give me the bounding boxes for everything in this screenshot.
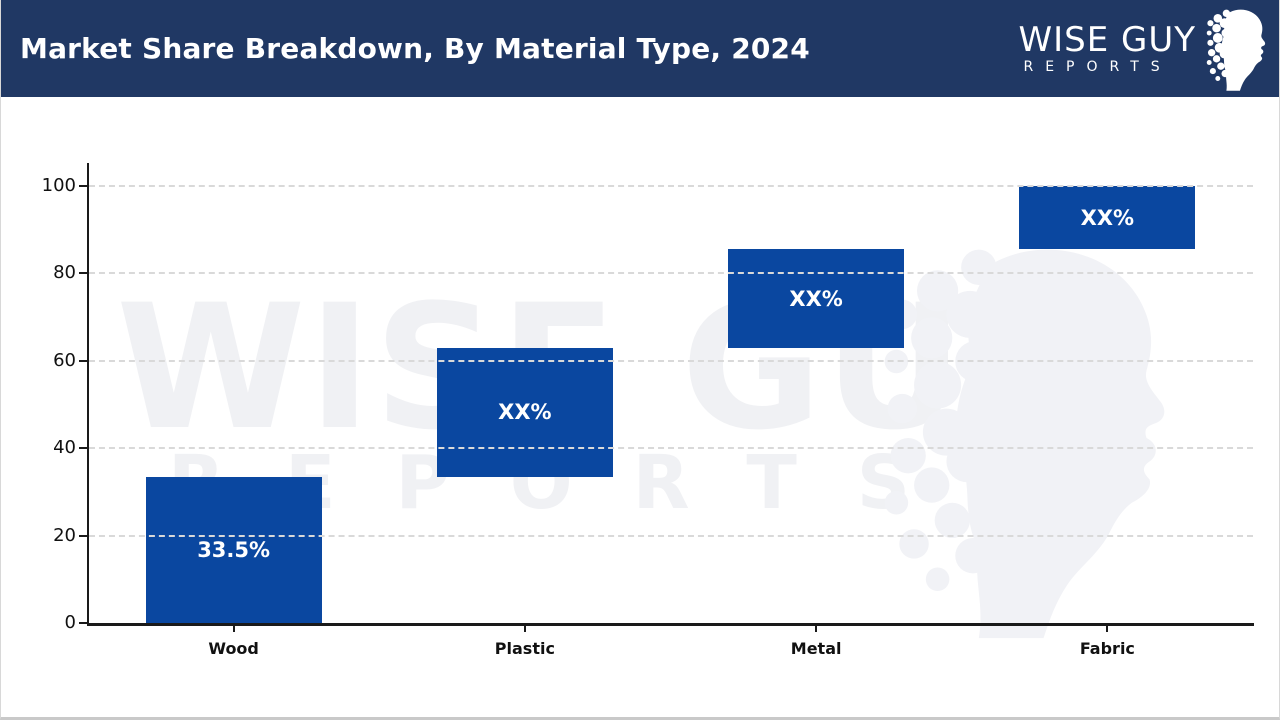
y-tick-mark-60 xyxy=(79,359,87,362)
y-tick-mark-80 xyxy=(79,272,87,275)
y-tick-label-40: 40 xyxy=(53,437,76,459)
bar-value-label-wood: 33.5% xyxy=(197,537,271,562)
brand-wordmark: WISE GUY REPORTS xyxy=(1018,19,1196,76)
x-axis-label-fabric: Fabric xyxy=(1079,639,1135,658)
y-tick-mark-100 xyxy=(79,185,87,187)
bar-wood xyxy=(145,476,322,623)
bar-value-label-fabric: XX% xyxy=(1080,205,1135,230)
y-tick-label-20: 20 xyxy=(53,524,76,546)
bar-value-label-plastic: XX% xyxy=(498,400,552,425)
y-tick-mark-20 xyxy=(79,534,87,537)
y-tick-label-60: 60 xyxy=(53,349,76,371)
x-tick-mark-fabric xyxy=(1106,625,1109,632)
gridline-20 xyxy=(89,534,1253,537)
page-title: Market Share Breakdown, By Material Type… xyxy=(20,32,810,65)
bar-value-label-metal: XX% xyxy=(789,286,843,311)
brand-logo: WISE GUY REPORTS xyxy=(1018,4,1272,94)
gridline-100 xyxy=(89,185,1253,187)
x-tick-mark-metal xyxy=(815,625,818,632)
x-axis-line xyxy=(87,623,1254,626)
x-axis-label-metal: Metal xyxy=(790,639,842,658)
x-tick-mark-wood xyxy=(232,625,235,632)
gridline-80 xyxy=(89,272,1253,275)
x-tick-mark-plastic xyxy=(523,625,526,632)
brand-reports-text: REPORTS xyxy=(1023,59,1172,76)
y-tick-mark-0 xyxy=(79,622,87,624)
gridline-60 xyxy=(89,359,1253,362)
gridline-40 xyxy=(89,447,1253,450)
brand-head-dots-icon xyxy=(1206,9,1266,91)
y-tick-label-100: 100 xyxy=(41,175,76,196)
y-axis-line xyxy=(87,163,89,625)
brand-name-text: WISE GUY xyxy=(1018,19,1196,60)
y-tick-mark-40 xyxy=(79,447,87,450)
x-axis-label-wood: Wood xyxy=(208,639,259,658)
bar-plastic xyxy=(436,347,613,477)
header-bar: Market Share Breakdown, By Material Type… xyxy=(0,0,1280,97)
y-tick-label-0: 0 xyxy=(64,612,76,633)
bar-metal xyxy=(728,249,905,348)
bar-fabric xyxy=(1019,186,1196,250)
y-tick-label-80: 80 xyxy=(53,262,76,284)
x-axis-label-plastic: Plastic xyxy=(494,639,555,658)
